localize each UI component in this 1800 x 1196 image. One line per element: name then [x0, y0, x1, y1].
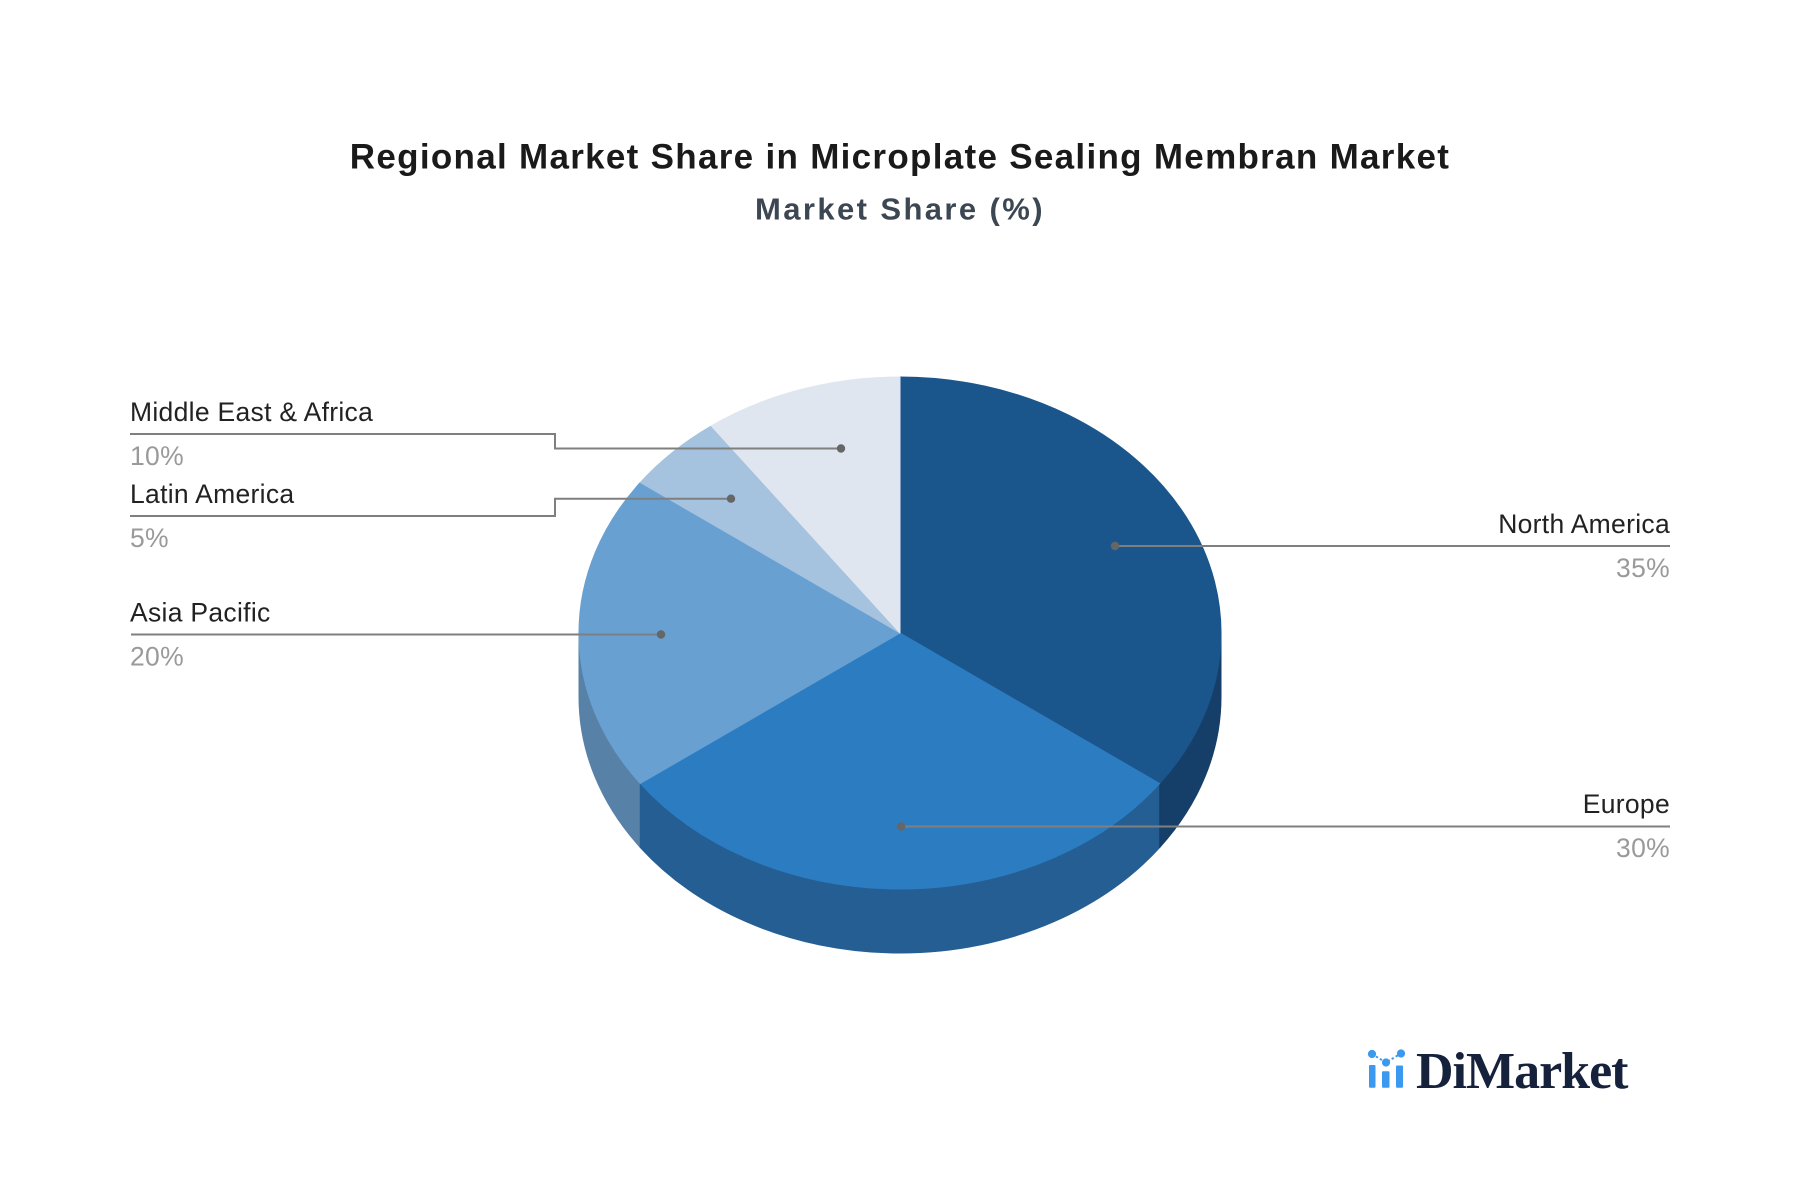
svg-text:20%: 20%: [130, 642, 184, 672]
svg-text:Asia Pacific: Asia Pacific: [130, 598, 271, 628]
svg-text:DiMarket: DiMarket: [1416, 1043, 1629, 1100]
svg-text:Europe: Europe: [1583, 789, 1670, 819]
svg-text:30%: 30%: [1616, 833, 1670, 863]
svg-text:North America: North America: [1498, 509, 1670, 539]
svg-text:Latin America: Latin America: [130, 479, 294, 509]
svg-text:Middle East & Africa: Middle East & Africa: [130, 397, 373, 427]
svg-text:Regional Market Share in Micro: Regional Market Share in Microplate Seal…: [350, 138, 1450, 177]
svg-text:10%: 10%: [130, 441, 184, 471]
svg-text:5%: 5%: [130, 523, 169, 553]
svg-text:Market Share (%): Market Share (%): [755, 192, 1045, 227]
svg-text:35%: 35%: [1616, 553, 1670, 583]
